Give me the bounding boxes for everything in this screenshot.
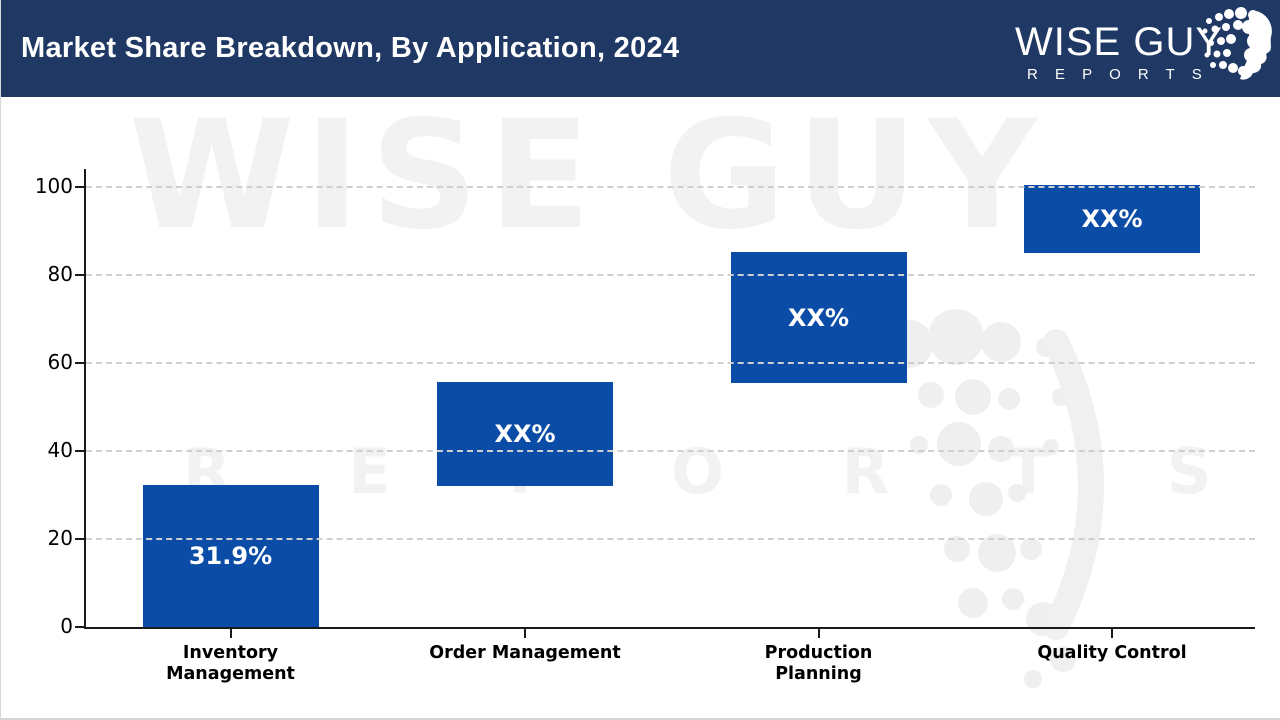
x-axis-label: Quality Control <box>1037 643 1187 663</box>
y-tick-mark <box>75 538 84 540</box>
bar-value-label: XX% <box>1081 204 1143 233</box>
chart-area: WISE GUY R E P O R T S 0 20 40 60 80 100 31.9%… <box>1 89 1280 718</box>
logo-wordmark: WISE GUY <box>1015 20 1223 64</box>
y-tick-label: 60 <box>47 350 73 374</box>
y-tick-label: 20 <box>47 526 73 550</box>
x-axis-label: Inventory Management <box>166 643 295 684</box>
chart-title: Market Share Breakdown, By Application, … <box>21 32 680 64</box>
gridline <box>86 186 1255 188</box>
x-tick-mark <box>229 629 232 638</box>
gridline <box>86 538 1255 540</box>
bar-value-label: XX% <box>494 420 556 449</box>
bar: XX% <box>730 252 907 384</box>
y-tick-label: 0 <box>60 614 73 638</box>
watermark-text-2: R E P O R T S <box>183 435 1260 508</box>
bar: XX% <box>1024 184 1200 253</box>
y-tick-mark <box>75 450 84 452</box>
x-axis-line <box>84 627 1255 629</box>
watermark-face-dots <box>885 309 1104 688</box>
header-bar: Market Share Breakdown, By Application, … <box>1 0 1280 97</box>
x-axis-label: Production Planning <box>764 643 873 684</box>
bar: 31.9% <box>142 484 319 627</box>
y-tick-mark <box>75 274 84 276</box>
logo-subtitle: R E P O R T S <box>1027 66 1208 83</box>
gridline <box>86 450 1255 452</box>
x-tick-mark <box>524 629 526 638</box>
gridline <box>86 274 1255 276</box>
y-tick-label: 40 <box>47 438 73 462</box>
bar: XX% <box>437 381 613 487</box>
y-tick-label: 80 <box>47 262 73 286</box>
y-tick-label: 100 <box>34 174 73 198</box>
bar-value-label: 31.9% <box>188 541 273 570</box>
y-axis-line <box>84 169 86 629</box>
gridline <box>86 362 1255 364</box>
y-tick-mark <box>75 362 84 364</box>
wise-guy-reports-logo: WISE GUY R E P O R T S <box>1015 7 1272 83</box>
x-tick-mark <box>817 629 820 638</box>
y-tick-mark <box>75 626 84 628</box>
y-tick-mark <box>75 186 84 188</box>
x-tick-mark <box>1111 629 1113 638</box>
x-axis-label: Order Management <box>429 643 621 663</box>
bar-value-label: XX% <box>787 303 850 332</box>
logo-face-dots-icon <box>1202 7 1272 80</box>
watermark-text-1: WISE GUY <box>129 89 1047 263</box>
